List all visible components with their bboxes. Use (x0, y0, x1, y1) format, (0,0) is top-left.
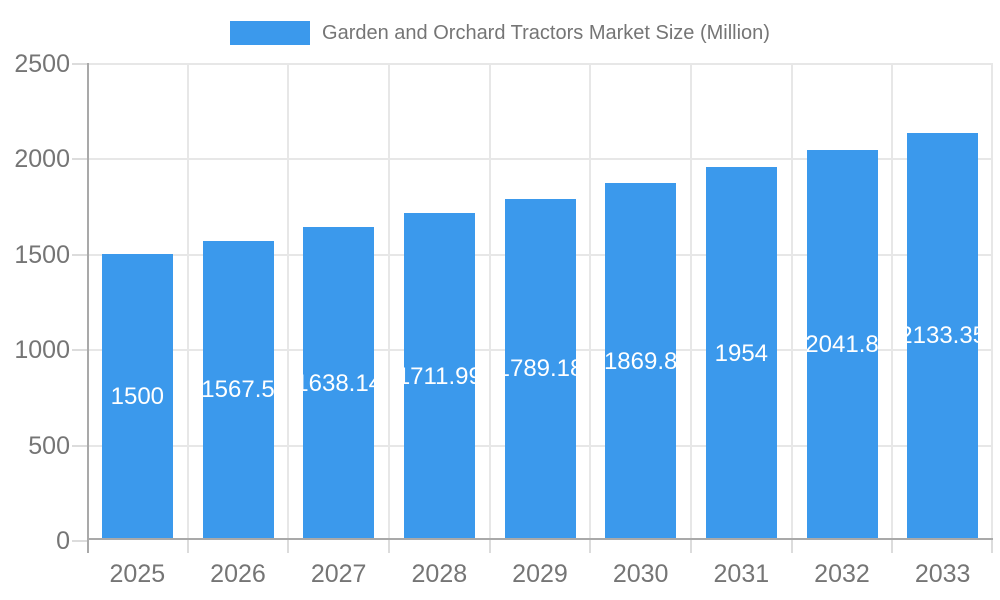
x-axis-tick (790, 540, 793, 553)
y-axis-tick (72, 349, 87, 352)
y-axis-tick (72, 444, 87, 447)
y-axis-tick (72, 253, 87, 256)
gridline-v (690, 63, 692, 540)
y-axis-label: 2000 (14, 145, 70, 174)
x-axis-label: 2033 (914, 560, 971, 588)
x-axis-tick (186, 540, 189, 553)
y-axis-label: 500 (28, 431, 70, 460)
x-axis-tick (891, 540, 894, 553)
bar-value-label: 1789.18 (505, 355, 576, 383)
gridline-v (186, 63, 189, 540)
x-axis-label: 2025 (109, 560, 166, 588)
y-axis-label: 2500 (14, 50, 70, 78)
y-axis-label: 0 (56, 527, 70, 555)
gridline-v (991, 63, 993, 540)
gridline-v (589, 63, 592, 540)
y-axis-line (87, 63, 89, 553)
x-axis-tick (690, 540, 692, 553)
y-axis-tick (72, 540, 87, 542)
x-axis-label: 2029 (512, 560, 568, 588)
y-axis-label: 1000 (14, 336, 70, 365)
x-axis-tick (287, 540, 290, 553)
bar-value-label: 1500 (110, 382, 165, 410)
gridline-h (87, 63, 993, 65)
x-axis-label: 2032 (814, 560, 870, 588)
x-axis-label: 2027 (310, 560, 367, 588)
legend: Garden and Orchard Tractors Market Size … (0, 21, 1000, 45)
gridline-v (388, 63, 390, 540)
bar-value-label: 2041.8 (806, 331, 878, 359)
x-axis-tick (388, 540, 390, 553)
x-axis-label: 2028 (411, 560, 468, 588)
gridline-v (488, 63, 491, 540)
gridline-h (87, 158, 993, 161)
gridline-v (790, 63, 793, 540)
x-axis-label: 2031 (713, 560, 770, 588)
gridline-v (287, 63, 290, 540)
y-axis-tick (72, 158, 87, 161)
bar-value-label: 1567.5 (202, 376, 274, 404)
bar: 1954 (705, 167, 777, 540)
bar: 2133.35 (907, 132, 979, 540)
bar-value-label: 1638.14 (303, 369, 374, 397)
bar: 2041.8 (806, 150, 878, 540)
bar: 1638.14 (303, 227, 375, 540)
x-axis-line (87, 538, 993, 540)
y-axis-label: 1500 (14, 240, 70, 269)
bar: 1869.8 (605, 183, 677, 540)
bar: 1567.5 (202, 240, 274, 540)
gridline-v (891, 63, 894, 540)
bar-value-label: 2133.35 (907, 322, 978, 350)
x-axis-tick (488, 540, 491, 553)
x-axis-label: 2026 (210, 560, 266, 588)
bar-value-label: 1869.8 (605, 347, 677, 375)
bar: 1789.18 (504, 198, 576, 540)
x-axis-tick (589, 540, 592, 553)
legend-label: Garden and Orchard Tractors Market Size … (322, 22, 770, 44)
x-axis-label: 2030 (612, 560, 669, 588)
y-axis-tick (72, 63, 87, 65)
legend-swatch (230, 21, 311, 45)
bar: 1500 (101, 253, 173, 540)
bar-value-label: 1954 (714, 339, 769, 367)
x-axis-tick (991, 540, 993, 553)
